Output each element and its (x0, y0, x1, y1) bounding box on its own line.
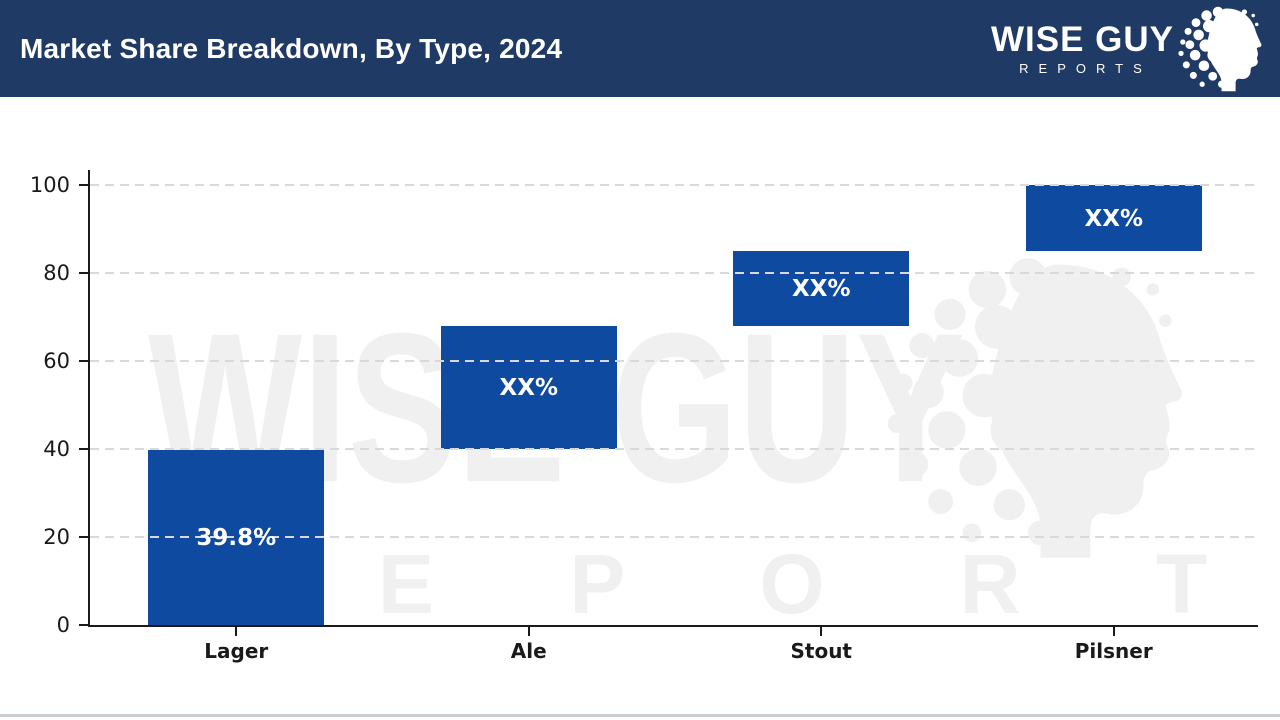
bar-stout (733, 251, 910, 326)
logo-wordmark: WISE GUY (990, 19, 1174, 59)
gridline-y-60 (90, 360, 1258, 362)
header-bar: Market Share Breakdown, By Type, 2024 WI… (0, 0, 1280, 97)
page-title: Market Share Breakdown, By Type, 2024 (20, 32, 563, 64)
bar-ale (440, 325, 617, 449)
x-tick-label-pilsner: Pilsner (1074, 639, 1153, 663)
gridline-y-100 (90, 184, 1258, 186)
y-tick-label: 0 (56, 613, 70, 637)
y-tick-mark (79, 272, 88, 274)
y-tick-label: 80 (43, 261, 70, 285)
x-tick-label-lager: Lager (204, 639, 269, 663)
x-tick-mark (235, 627, 238, 636)
x-tick-mark (527, 627, 530, 636)
y-tick-mark (79, 184, 88, 186)
wiseguy-logo: WISE GUY REPORTS (991, 5, 1266, 93)
y-tick-mark (79, 624, 88, 626)
logo-subtext: REPORTS (1019, 60, 1152, 76)
bar-value-label: 39.8% (196, 525, 277, 552)
y-tick-label: 20 (43, 525, 70, 549)
y-tick-mark (79, 360, 88, 362)
y-tick-label: 60 (43, 349, 70, 373)
y-tick-mark (79, 536, 88, 538)
bar-pilsner (1025, 185, 1202, 251)
logo-head-icon (1170, 5, 1266, 93)
plot: 0 20 40 60 80 100 39.8% Lager XX% Ale XX% Stout XX% P… (30, 170, 1258, 663)
logo-text: WISE GUY REPORTS (991, 22, 1174, 76)
gridline-y-20 (90, 536, 1258, 538)
y-tick-label: 100 (29, 173, 70, 197)
x-tick-mark (1112, 627, 1115, 636)
chart-area: WISE GUY R E P O R T S 02040608010039.8%… (0, 97, 1280, 720)
x-tick-label-stout: Stout (790, 639, 853, 663)
gridline-y-80 (90, 272, 1258, 274)
bar-value-label: XX% (1084, 206, 1143, 232)
bottom-divider (0, 714, 1280, 717)
gridline-y-40 (90, 448, 1258, 450)
y-tick-mark (79, 448, 88, 450)
y-tick-label: 40 (43, 437, 70, 461)
x-tick-label-ale: Ale (510, 639, 547, 663)
bar-value-label: XX% (791, 276, 851, 303)
bar-value-label: XX% (499, 375, 558, 402)
x-tick-mark (820, 627, 823, 636)
